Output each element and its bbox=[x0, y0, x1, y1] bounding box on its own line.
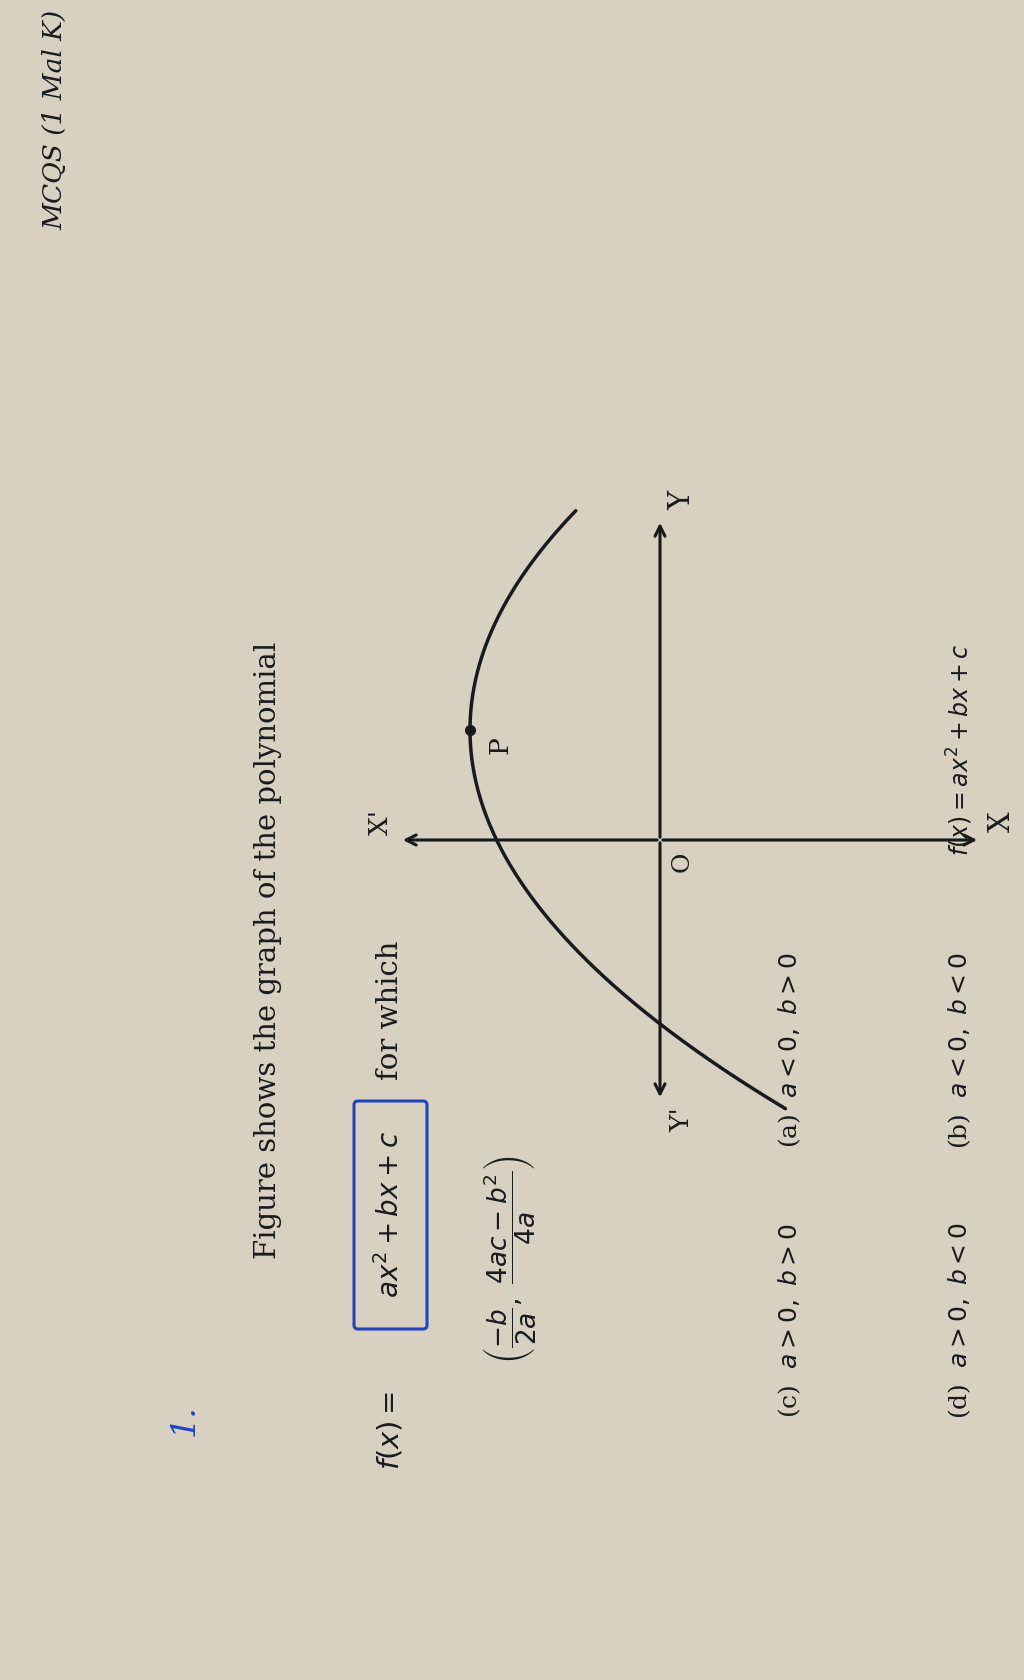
Text: $ax^2+bx+c$: $ax^2+bx+c$ bbox=[375, 1132, 404, 1299]
Text: (d)  $a>0,\ b<0$: (d) $a>0,\ b<0$ bbox=[947, 1221, 973, 1418]
Text: $\left(\dfrac{-b}{2a},\ \dfrac{4ac-b^2}{4a}\right)$: $\left(\dfrac{-b}{2a},\ \dfrac{4ac-b^2}{… bbox=[481, 1156, 539, 1364]
Text: for which: for which bbox=[376, 941, 404, 1080]
Text: P: P bbox=[487, 736, 512, 754]
Text: (c)  $a>0,\ b>0$: (c) $a>0,\ b>0$ bbox=[776, 1223, 803, 1418]
Text: Y: Y bbox=[668, 491, 696, 509]
Text: 1.: 1. bbox=[169, 1404, 201, 1436]
Text: Y': Y' bbox=[670, 1107, 694, 1132]
Text: Figure shows the graph of the polynomial: Figure shows the graph of the polynomial bbox=[254, 642, 282, 1258]
Text: $f(x) =$: $f(x) =$ bbox=[376, 1391, 404, 1470]
Text: $f(x) = ax^2 + bx + c$: $f(x) = ax^2 + bx + c$ bbox=[945, 643, 975, 857]
Text: X': X' bbox=[368, 810, 392, 835]
Text: MCQS (1 Mal K): MCQS (1 Mal K) bbox=[43, 10, 68, 230]
Text: X: X bbox=[988, 811, 1016, 832]
Text: O: O bbox=[671, 852, 693, 872]
Text: (b)  $a<0,\ b<0$: (b) $a<0,\ b<0$ bbox=[947, 951, 973, 1149]
Text: (a)  $a<0,\ b>0$: (a) $a<0,\ b>0$ bbox=[776, 953, 803, 1147]
